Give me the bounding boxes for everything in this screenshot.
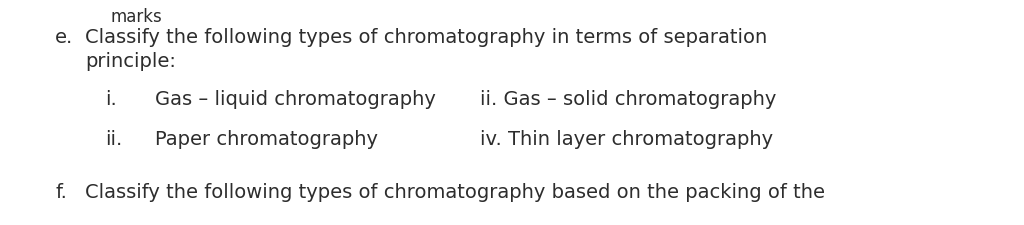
Text: Classify the following types of chromatography in terms of separation: Classify the following types of chromato… bbox=[85, 28, 767, 47]
Text: marks: marks bbox=[110, 8, 162, 26]
Text: Classify the following types of chromatography based on the packing of the: Classify the following types of chromato… bbox=[85, 183, 825, 202]
Text: Paper chromatography: Paper chromatography bbox=[155, 130, 378, 149]
Text: ii. Gas – solid chromatography: ii. Gas – solid chromatography bbox=[480, 90, 776, 109]
Text: f.: f. bbox=[55, 183, 67, 202]
Text: ii.: ii. bbox=[105, 130, 122, 149]
Text: Gas – liquid chromatography: Gas – liquid chromatography bbox=[155, 90, 436, 109]
Text: e.: e. bbox=[55, 28, 74, 47]
Text: iv. Thin layer chromatography: iv. Thin layer chromatography bbox=[480, 130, 773, 149]
Text: i.: i. bbox=[105, 90, 117, 109]
Text: principle:: principle: bbox=[85, 52, 176, 71]
